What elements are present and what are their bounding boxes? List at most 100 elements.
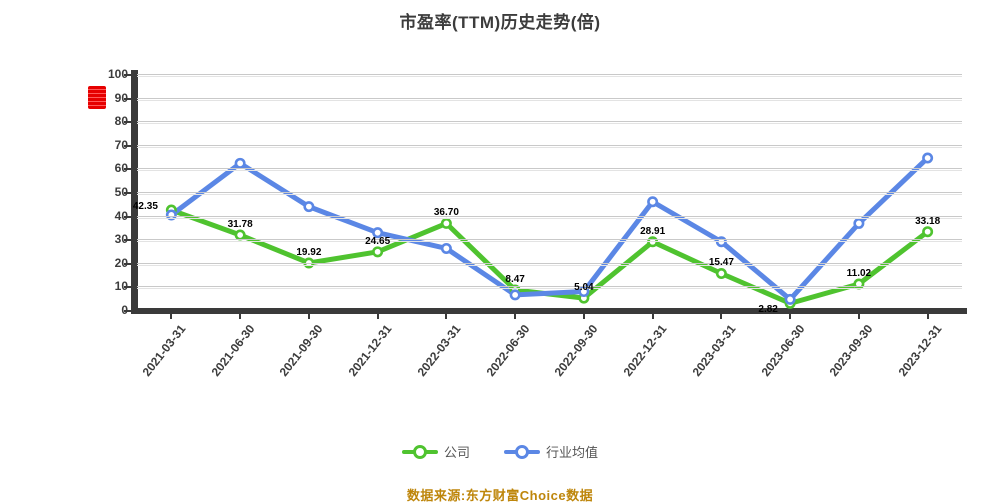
x-tick — [926, 314, 929, 319]
legend-dot — [515, 444, 529, 459]
data-point-industry-average — [509, 289, 521, 301]
plot-area — [137, 74, 962, 310]
legend-item-company[interactable]: 公司 — [401, 442, 470, 461]
y-axis-label: 70 — [114, 137, 128, 152]
gridline-y-30 — [137, 239, 962, 241]
y-tick — [124, 215, 131, 218]
x-tick — [239, 314, 242, 319]
x-axis-label: 2022-03-31 — [414, 322, 464, 379]
x-tick — [857, 314, 860, 319]
data-point-industry-average — [784, 293, 796, 305]
x-axis-line — [131, 308, 967, 314]
series-line-company — [168, 207, 931, 306]
legend-line-circle-icon — [504, 444, 540, 459]
y-axis-label: 60 — [114, 161, 128, 176]
data-point-company — [922, 226, 934, 238]
data-point-company — [372, 246, 384, 258]
x-axis-label: 2021-09-30 — [277, 322, 326, 379]
data-point-industry-average — [303, 201, 315, 213]
y-axis-label: 0 — [58, 303, 128, 317]
y-axis-line — [131, 70, 138, 314]
data-point-industry-average — [853, 217, 865, 229]
watermark-source-text: 数据来源:东方财富Choice数据 — [406, 488, 594, 503]
legend-label: 公司 — [443, 445, 470, 460]
chart-title: 市盈率(TTM)历史走势(倍) — [399, 13, 601, 32]
legend-label: 行业均值 — [546, 445, 599, 460]
data-label-company: 31.78 — [227, 218, 253, 230]
x-axis-label: 2022-06-30 — [483, 322, 533, 379]
gridline-y-10 — [137, 286, 962, 288]
x-axis-label: 2021-03-31 — [139, 322, 189, 379]
data-label-company: 36.70 — [433, 207, 459, 219]
gridline-y-100 — [137, 74, 962, 75]
gridline-y-40 — [137, 215, 962, 217]
x-axis-label: 2022-09-30 — [552, 322, 601, 379]
x-axis-label: 2023-09-30 — [827, 322, 876, 379]
data-point-industry-average — [647, 196, 659, 208]
legend: 公司 行业均值 — [0, 442, 1000, 461]
red-stamp-icon — [88, 86, 106, 109]
data-label-company: 11.02 — [846, 267, 872, 279]
y-tick — [124, 144, 131, 147]
x-axis-label: 2023-12-31 — [895, 322, 945, 379]
data-point-industry-average — [922, 152, 934, 164]
data-point-industry-average — [440, 242, 452, 254]
legend-line-circle-icon — [401, 444, 438, 459]
x-axis-label: 2023-06-30 — [758, 322, 808, 379]
y-tick — [124, 239, 131, 242]
data-label-company: 28.91 — [640, 225, 666, 237]
legend-dot — [412, 444, 427, 459]
x-tick — [307, 314, 310, 319]
x-axis-label: 2023-03-31 — [689, 322, 739, 379]
x-tick — [582, 314, 585, 319]
gridline-y-70 — [137, 144, 962, 146]
y-tick — [124, 286, 131, 289]
y-axis-label: 20 — [114, 255, 128, 270]
data-label-company: 8.47 — [505, 274, 525, 285]
gridline-y-90 — [137, 97, 962, 99]
y-tick — [124, 310, 131, 312]
gridline-y-80 — [137, 121, 962, 123]
y-tick — [124, 97, 131, 100]
data-point-company — [715, 267, 727, 279]
data-label-company: 42.35 — [132, 201, 158, 213]
y-axis-label: 100 — [107, 67, 128, 81]
data-label-company: 19.92 — [296, 246, 322, 258]
series-line-industry-average — [168, 155, 931, 302]
x-tick — [170, 314, 173, 319]
y-tick — [124, 192, 131, 194]
data-point-company — [440, 217, 452, 229]
legend-item-industry-average[interactable]: 行业均值 — [504, 442, 598, 461]
y-axis-label: 30 — [114, 232, 128, 247]
y-axis-label: 40 — [114, 208, 128, 223]
y-tick — [124, 74, 131, 76]
x-tick — [789, 314, 792, 319]
x-tick — [651, 314, 654, 319]
x-tick — [376, 314, 379, 319]
data-point-industry-average — [234, 157, 246, 169]
y-tick — [124, 168, 131, 171]
data-point-company — [234, 229, 246, 241]
y-axis-label: 80 — [114, 114, 128, 129]
data-label-company: 5.04 — [574, 282, 594, 294]
data-point-industry-average — [372, 227, 384, 239]
data-label-company: 24.65 — [365, 235, 391, 247]
data-label-company: 2.82 — [758, 304, 778, 316]
gridline-y-20 — [137, 262, 962, 264]
y-axis-label: 90 — [114, 90, 128, 105]
y-tick — [124, 121, 131, 124]
y-axis-label: 50 — [114, 185, 128, 199]
y-axis-label: 10 — [114, 279, 128, 294]
x-tick — [445, 314, 448, 319]
gridline-y-60 — [137, 168, 962, 170]
x-axis-label: 2021-06-30 — [208, 322, 258, 379]
data-point-industry-average — [165, 209, 177, 221]
y-tick — [124, 262, 131, 265]
x-axis-label: 2021-12-31 — [345, 322, 395, 379]
x-axis-label: 2022-12-31 — [620, 322, 670, 379]
x-tick — [720, 314, 723, 319]
data-label-company: 33.18 — [915, 215, 941, 227]
x-tick — [514, 314, 517, 319]
data-point-company — [853, 278, 865, 290]
data-label-company: 15.47 — [708, 257, 734, 269]
